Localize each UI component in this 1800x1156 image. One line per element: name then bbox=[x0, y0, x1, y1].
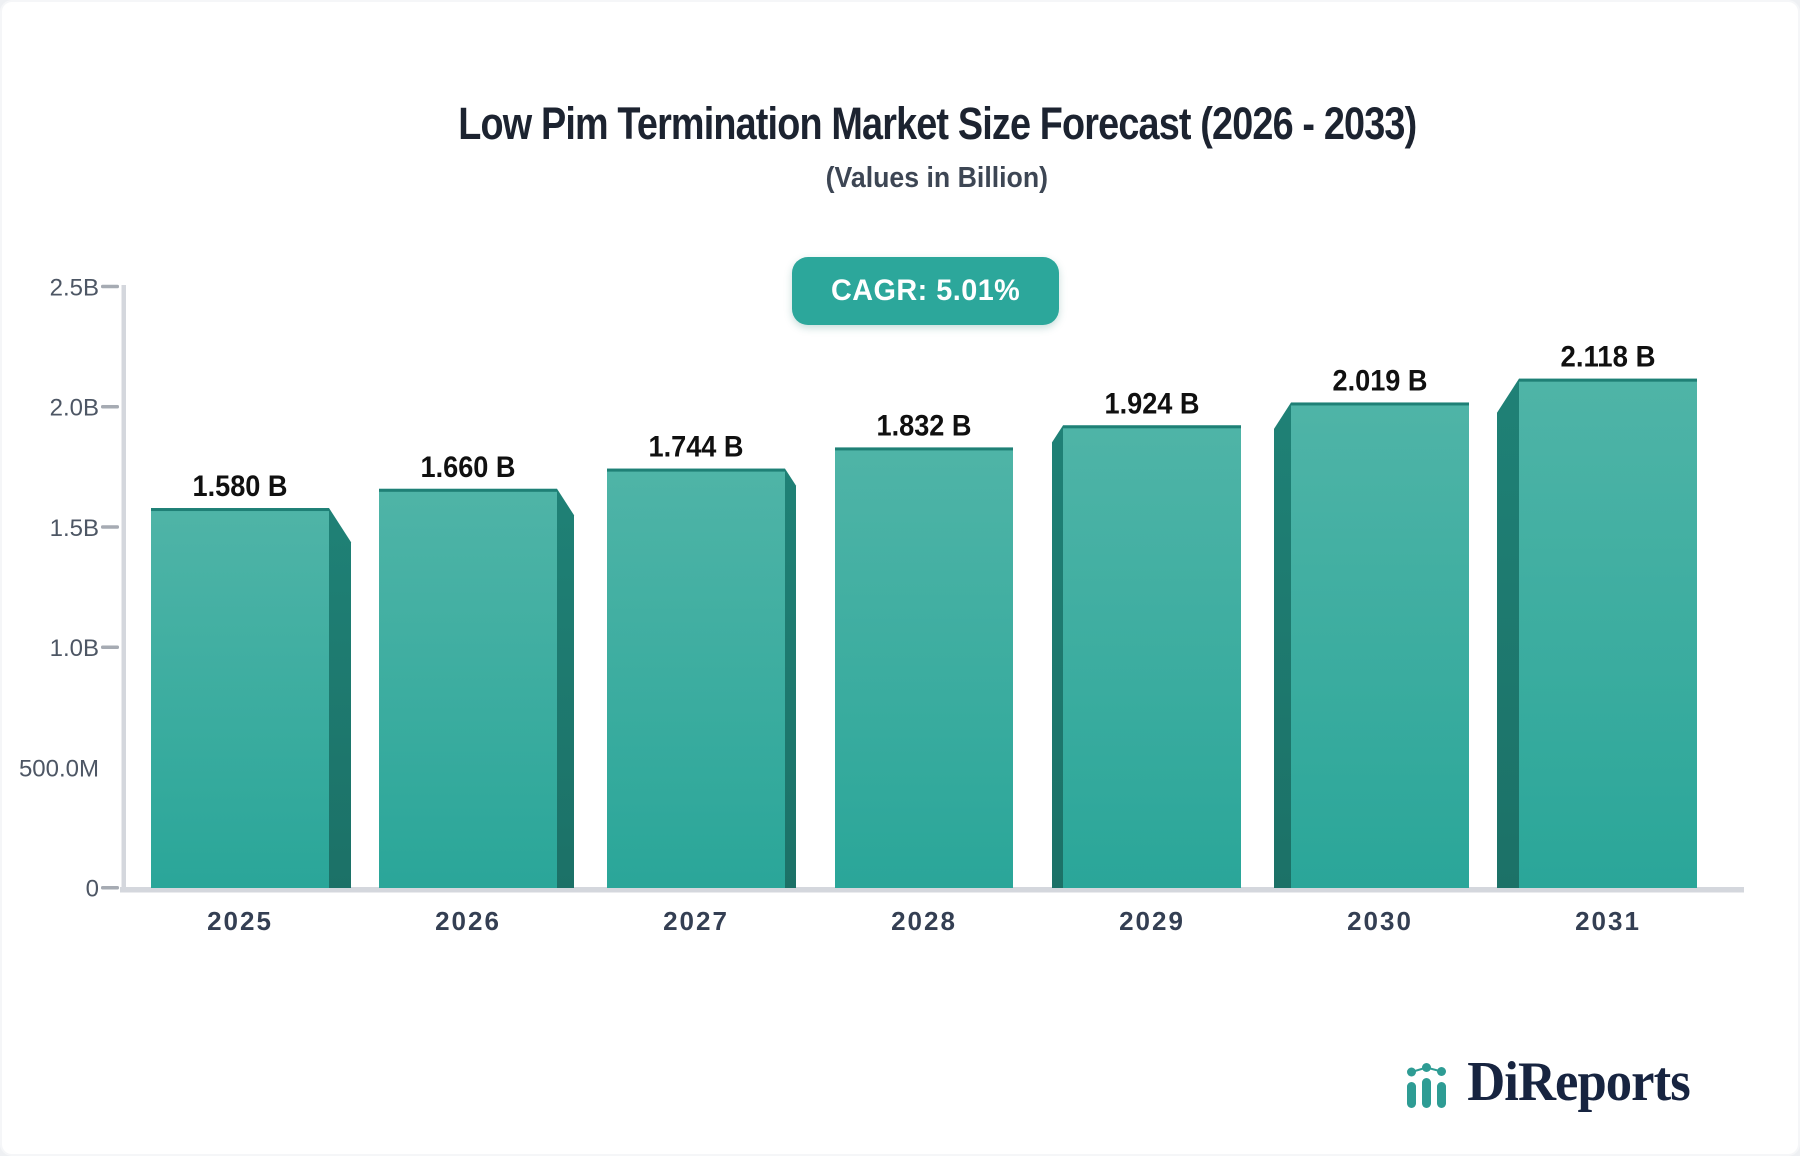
brand-logo: DiReports bbox=[1403, 1051, 1691, 1113]
y-axis-tick-label: 2.0B bbox=[50, 395, 99, 422]
bar-2027-front bbox=[607, 468, 785, 888]
bar-2030-front bbox=[1291, 402, 1469, 888]
bar-line-chart-icon bbox=[1407, 1063, 1447, 1108]
bar-2027-top-edge bbox=[607, 468, 785, 472]
bar-2026-top-edge bbox=[379, 488, 557, 492]
bars-layer bbox=[151, 378, 1697, 888]
bar-2031-top-edge bbox=[1519, 378, 1697, 382]
y-tick-dash bbox=[101, 525, 119, 529]
y-axis-tick-label: 1.0B bbox=[50, 635, 99, 662]
bar-2031-side bbox=[1497, 378, 1519, 888]
bar-2031-front bbox=[1519, 378, 1697, 888]
y-tick-dash bbox=[101, 405, 119, 409]
bar-2025-value-label: 1.580 B bbox=[193, 470, 288, 503]
chart-title: Low Pim Termination Market Size Forecast… bbox=[457, 98, 1417, 149]
x-axis-label-2029: 2029 bbox=[1119, 906, 1185, 936]
bar-2026-front bbox=[379, 488, 557, 888]
chart-subtitle-row: (Values in Billion) bbox=[132, 162, 1742, 195]
bar-2028-value-label: 1.832 B bbox=[877, 409, 972, 442]
y-tick-dash bbox=[101, 284, 119, 289]
y-tick-dash bbox=[101, 886, 119, 890]
x-axis-label-2026: 2026 bbox=[435, 906, 501, 936]
x-axis-label-2028: 2028 bbox=[891, 906, 957, 936]
bar-2028-top-edge bbox=[835, 447, 1013, 451]
bar-2025-side bbox=[329, 508, 351, 888]
labels-layer: 1.580 B 2025 1.660 B 2026 1.744 B 2027 1.832 B… bbox=[193, 341, 1656, 936]
brand-logo-text: DiReports bbox=[1467, 1051, 1690, 1113]
x-axis-baseline bbox=[120, 887, 1744, 893]
y-axis-tick-label: 1.5B bbox=[50, 515, 99, 542]
bar-2026-side bbox=[557, 488, 574, 888]
y-axis-tick-label: 500.0M bbox=[19, 755, 99, 782]
y-tick-dash bbox=[101, 645, 119, 650]
bar-2030-value-label: 2.019 B bbox=[1333, 364, 1428, 397]
cagr-badge: CAGR: 5.01% bbox=[792, 257, 1059, 325]
bar-2025-top-edge bbox=[151, 508, 329, 512]
bar-2031-value-label: 2.118 B bbox=[1561, 341, 1656, 374]
x-axis-label-2025: 2025 bbox=[207, 906, 273, 936]
bar-2027-value-label: 1.744 B bbox=[649, 431, 744, 464]
bar-2029-top-edge bbox=[1063, 425, 1241, 429]
bar-2025-front bbox=[151, 508, 329, 888]
cagr-badge-label: CAGR: 5.01% bbox=[830, 274, 1021, 307]
bar-2029-side bbox=[1052, 425, 1063, 888]
x-axis-label-2031: 2031 bbox=[1575, 906, 1641, 936]
x-axis-label-2030: 2030 bbox=[1347, 906, 1413, 936]
y-axis-tick-label: 0 bbox=[86, 876, 99, 903]
bar-2030-side bbox=[1274, 402, 1291, 888]
bar-2027-side bbox=[785, 468, 796, 888]
chart-subtitle: (Values in Billion) bbox=[825, 162, 1049, 194]
bar-2026-value-label: 1.660 B bbox=[421, 451, 516, 484]
bar-2029-value-label: 1.924 B bbox=[1105, 387, 1200, 420]
bar-2028-front bbox=[835, 447, 1013, 888]
chart-title-row: Low Pim Termination Market Size Forecast… bbox=[132, 98, 1742, 150]
axis-layer: 2.5B 2.0B 1.5B 1.0B 500.0M 0 bbox=[19, 274, 1744, 903]
y-axis-tick-label: 2.5B bbox=[50, 274, 99, 301]
bar-2029-front bbox=[1063, 425, 1241, 888]
bar-2030-top-edge bbox=[1291, 402, 1469, 406]
x-axis-label-2027: 2027 bbox=[663, 906, 729, 936]
y-axis-line bbox=[121, 285, 126, 892]
